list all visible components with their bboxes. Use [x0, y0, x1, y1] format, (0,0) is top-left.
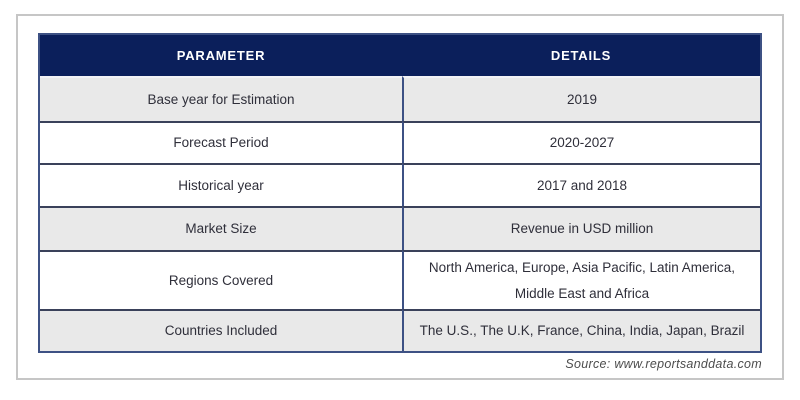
parameter-cell-market-size: Market Size [40, 206, 402, 250]
report-scope-table: PARAMETER DETAILS Base year for Estimati… [38, 33, 762, 353]
column-header-details: DETAILS [402, 35, 760, 76]
details-cell-historical-year: 2017 and 2018 [402, 163, 760, 206]
parameter-cell-forecast-period: Forecast Period [40, 121, 402, 163]
details-cell-countries-included: The U.S., The U.K, France, China, India,… [402, 309, 760, 351]
details-cell-forecast-period: 2020-2027 [402, 121, 760, 163]
source-attribution: Source: www.reportsanddata.com [565, 357, 762, 371]
parameter-cell-regions-covered: Regions Covered [40, 250, 402, 309]
column-header-details-label: DETAILS [550, 48, 612, 63]
parameter-cell-historical-year: Historical year [40, 163, 402, 206]
details-cell-base-year: 2019 [402, 76, 760, 121]
details-cell-market-size: Revenue in USD million [402, 206, 760, 250]
parameter-cell-base-year: Base year for Estimation [40, 76, 402, 121]
parameter-cell-countries-included: Countries Included [40, 309, 402, 351]
column-header-parameter: PARAMETER [40, 35, 402, 76]
details-cell-regions-covered: North America, Europe, Asia Pacific, Lat… [402, 250, 760, 309]
column-header-parameter-label: PARAMETER [176, 48, 266, 63]
